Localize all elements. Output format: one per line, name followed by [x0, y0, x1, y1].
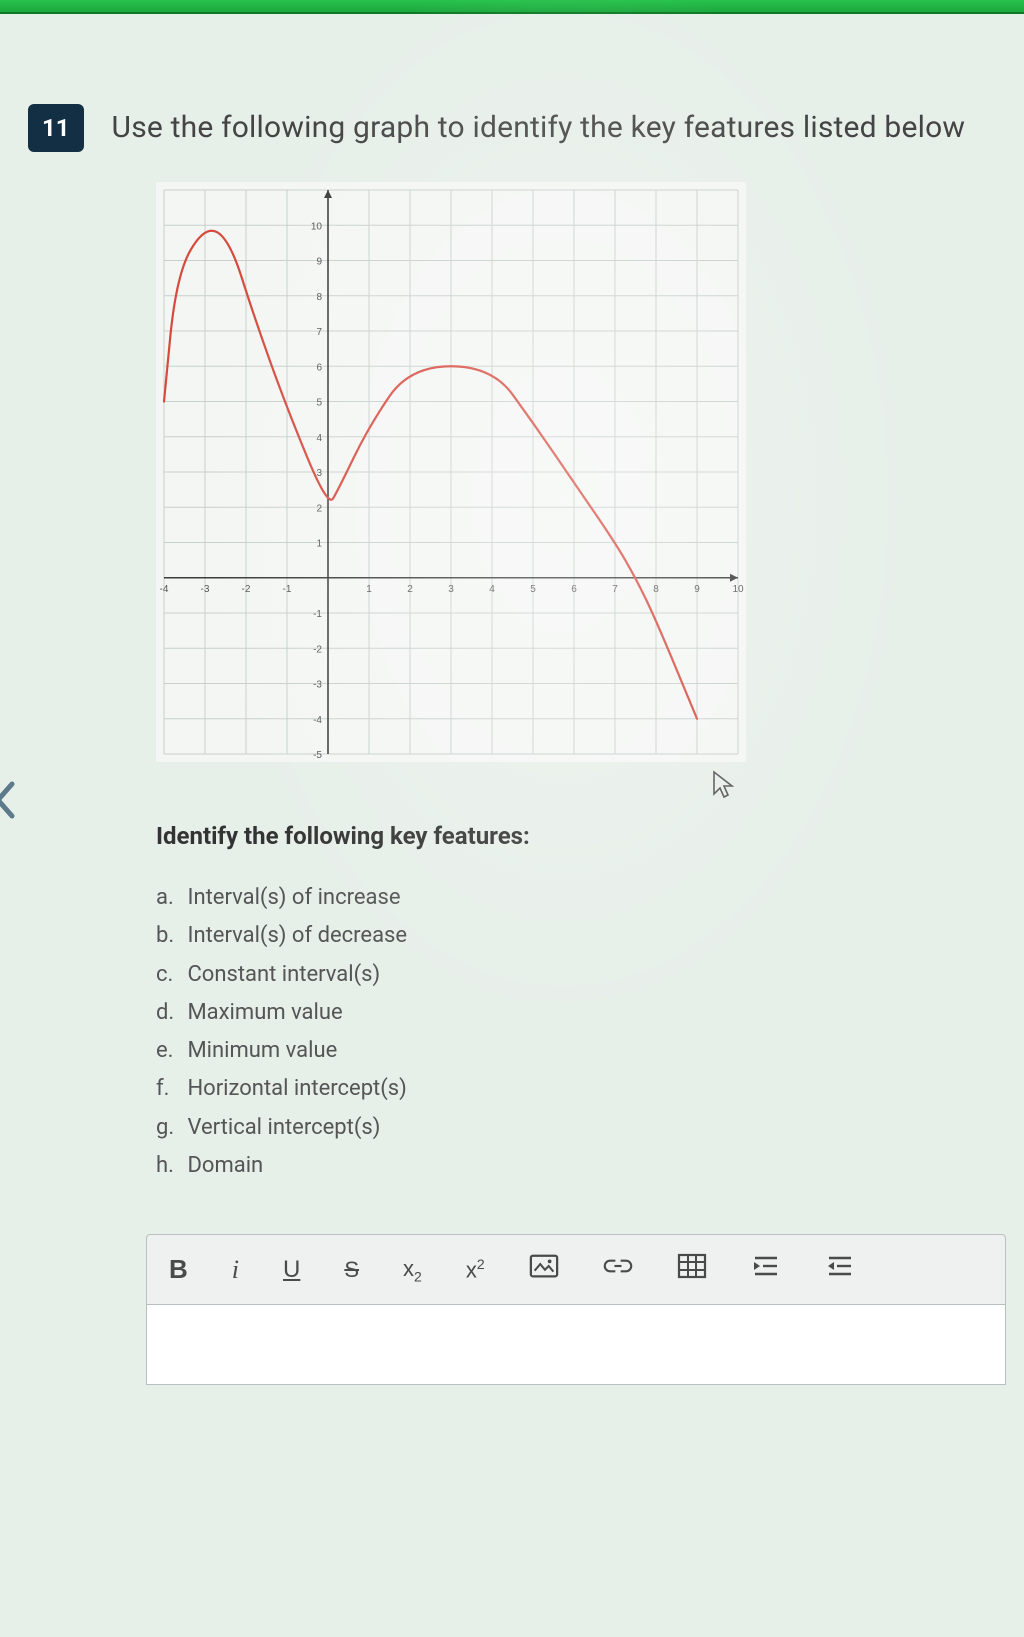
graph-container: -4 -3 -2 -1 1 2 3 4 5 6 7 8 9 10 -5 -4 -3 -2 -1 1 2 3 4 5 6 7 8 9 10: [156, 182, 1024, 762]
feature-label: Interval(s) of decrease: [182, 923, 407, 948]
indent-icon: [751, 1253, 781, 1279]
feature-list: a. Interval(s) of increaseb. Interval(s)…: [156, 880, 1024, 1184]
svg-text:1: 1: [316, 539, 322, 550]
svg-text:-1: -1: [283, 584, 292, 595]
question-text: Use the following graph to identify the …: [112, 104, 966, 145]
table-button[interactable]: [677, 1253, 707, 1286]
svg-text:9: 9: [694, 584, 700, 595]
feature-item: c. Constant interval(s): [156, 957, 1024, 993]
svg-text:-1: -1: [313, 609, 322, 620]
question-body: Identify the following key features: a. …: [156, 822, 1024, 1184]
indent-button[interactable]: [751, 1253, 781, 1286]
feature-label: Vertical intercept(s): [182, 1115, 380, 1140]
svg-text:1: 1: [366, 584, 372, 595]
outdent-icon: [825, 1253, 855, 1279]
function-graph: -4 -3 -2 -1 1 2 3 4 5 6 7 8 9 10 -5 -4 -3 -2 -1 1 2 3 4 5 6 7 8 9 10: [156, 182, 746, 762]
svg-text:-2: -2: [242, 584, 251, 595]
subscript-base: x: [403, 1256, 414, 1281]
svg-text:5: 5: [530, 584, 536, 595]
svg-text:-3: -3: [201, 584, 210, 595]
superscript-base: x: [466, 1258, 477, 1283]
feature-label: Interval(s) of increase: [182, 885, 401, 910]
table-icon: [677, 1253, 707, 1279]
bold-button[interactable]: B: [169, 1254, 188, 1285]
question-number: 11: [42, 114, 70, 142]
feature-label: Domain: [182, 1153, 263, 1178]
top-green-bar: [0, 0, 1024, 14]
svg-text:3: 3: [316, 468, 322, 479]
feature-letter: e.: [156, 1033, 182, 1069]
svg-text:-3: -3: [313, 680, 322, 691]
feature-label: Minimum value: [182, 1038, 337, 1063]
feature-item: f. Horizontal intercept(s): [156, 1071, 1024, 1107]
answer-editor[interactable]: [146, 1305, 1006, 1385]
svg-text:4: 4: [316, 433, 322, 444]
superscript-sup: 2: [477, 1256, 485, 1272]
svg-text:7: 7: [316, 327, 322, 338]
subscript-sub: 2: [414, 1268, 422, 1284]
feature-letter: c.: [156, 957, 182, 993]
link-button[interactable]: [603, 1253, 633, 1286]
editor-toolbar: B i U S x2 x2: [146, 1234, 1006, 1305]
features-subheading: Identify the following key features:: [156, 822, 1024, 850]
feature-item: b. Interval(s) of decrease: [156, 918, 1024, 954]
question-number-badge: 11: [28, 104, 84, 152]
feature-item: e. Minimum value: [156, 1033, 1024, 1069]
feature-letter: f.: [156, 1071, 182, 1107]
underline-button[interactable]: U: [283, 1256, 300, 1284]
svg-text:9: 9: [316, 257, 322, 268]
image-button[interactable]: [529, 1253, 559, 1286]
image-icon: [529, 1253, 559, 1279]
feature-label: Constant interval(s): [182, 962, 380, 987]
svg-text:8: 8: [316, 292, 322, 303]
svg-text:6: 6: [571, 584, 577, 595]
feature-item: h. Domain: [156, 1148, 1024, 1184]
question-page: 11 Use the following graph to identify t…: [0, 14, 1024, 1425]
svg-text:10: 10: [311, 221, 323, 232]
italic-button[interactable]: i: [232, 1255, 239, 1285]
svg-text:2: 2: [316, 503, 322, 514]
superscript-button[interactable]: x2: [466, 1256, 485, 1283]
svg-text:7: 7: [612, 584, 618, 595]
feature-label: Horizontal intercept(s): [182, 1076, 407, 1101]
feature-item: d. Maximum value: [156, 995, 1024, 1031]
feature-letter: a.: [156, 880, 182, 916]
outdent-button[interactable]: [825, 1253, 855, 1286]
svg-text:-4: -4: [160, 584, 169, 595]
feature-letter: d.: [156, 995, 182, 1031]
strikethrough-button[interactable]: S: [344, 1257, 359, 1283]
feature-item: g. Vertical intercept(s): [156, 1110, 1024, 1146]
feature-letter: h.: [156, 1148, 182, 1184]
svg-text:6: 6: [316, 362, 322, 373]
svg-text:4: 4: [489, 584, 495, 595]
cursor-icon: [710, 770, 738, 800]
svg-text:8: 8: [653, 584, 659, 595]
question-row: 11 Use the following graph to identify t…: [28, 104, 1024, 152]
svg-text:-2: -2: [313, 644, 322, 655]
prev-chevron-icon: [0, 780, 18, 820]
link-icon: [603, 1253, 633, 1279]
svg-text:2: 2: [407, 584, 413, 595]
svg-text:3: 3: [448, 584, 454, 595]
feature-item: a. Interval(s) of increase: [156, 880, 1024, 916]
svg-text:5: 5: [316, 398, 322, 409]
feature-letter: g.: [156, 1110, 182, 1146]
subscript-button[interactable]: x2: [403, 1256, 422, 1284]
feature-letter: b.: [156, 918, 182, 954]
svg-text:10: 10: [732, 584, 744, 595]
feature-label: Maximum value: [182, 1000, 343, 1025]
svg-text:-4: -4: [313, 715, 322, 726]
svg-text:-5: -5: [313, 750, 322, 761]
